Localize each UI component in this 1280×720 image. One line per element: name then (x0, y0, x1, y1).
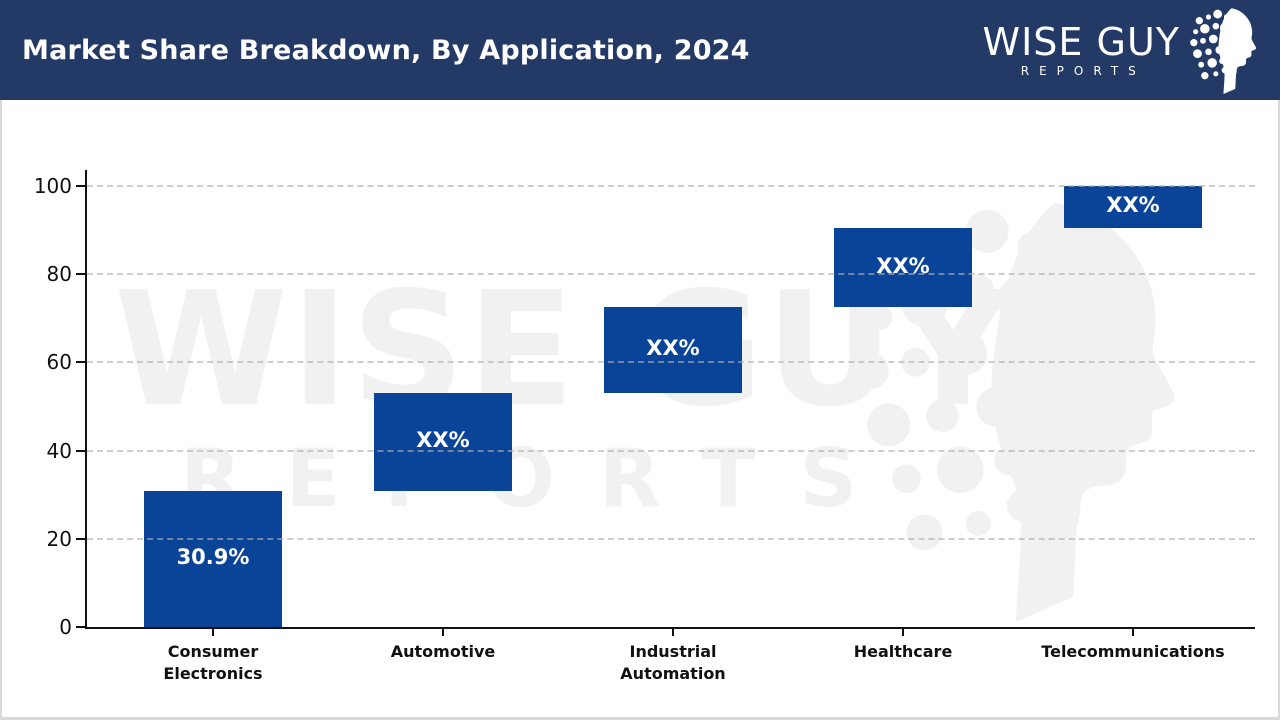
y-tick-mark (76, 361, 85, 364)
chart-area: WISE GUY REPORTS 0 20 40 60 80 100 30.9% Consum… (2, 100, 1280, 717)
wise-guy-head-icon (1190, 8, 1257, 94)
y-tick-mark (76, 449, 85, 452)
category-label-automotive: Automotive (390, 642, 496, 661)
x-tick-mark (672, 627, 674, 636)
bar-value-label: 30.9% (176, 544, 250, 569)
y-tick-label: 100 (33, 174, 72, 198)
category-label-consumer-electronics: Consumer Electronics (163, 642, 263, 683)
category-label-industrial-automation: Industrial Automation (620, 642, 726, 683)
bar-automotive (374, 392, 512, 491)
x-tick-mark (442, 627, 444, 636)
y-tick-mark (76, 626, 85, 628)
logo-subtitle: REPORTS (1020, 63, 1146, 78)
bar-telecommunications (1064, 186, 1202, 229)
category-label-healthcare: Healthcare (853, 642, 953, 661)
bar-value-label: XX% (1106, 193, 1160, 218)
bar-healthcare (834, 228, 972, 307)
logo-text: WISE GUY REPORTS (983, 23, 1180, 78)
y-tick-mark (76, 537, 85, 540)
y-tick-mark (76, 273, 85, 276)
category-label-telecommunications: Telecommunications (1041, 642, 1225, 661)
y-tick-label: 20 (46, 526, 72, 551)
x-tick-mark (1132, 627, 1134, 636)
x-tick-mark (902, 627, 904, 636)
logo-name: WISE GUY (982, 19, 1180, 64)
y-tick-label: 60 (46, 350, 72, 375)
gridline-y-60 (87, 361, 1255, 364)
page-title: Market Share Breakdown, By Application, … (22, 34, 750, 66)
bar-value-label: XX% (646, 335, 700, 360)
y-tick-mark (76, 185, 85, 187)
gridline-y-40 (87, 449, 1255, 452)
bar-consumer-electronics (144, 490, 282, 627)
watermark-subtext: REPORTS (180, 432, 902, 525)
header-bar: Market Share Breakdown, By Application, … (0, 0, 1280, 100)
bar-value-label: XX% (416, 427, 470, 452)
gridline-y-100 (87, 185, 1255, 187)
bar-value-label: XX% (876, 253, 930, 278)
gridline-y-80 (87, 273, 1255, 276)
y-tick-label: 0 (59, 615, 72, 639)
y-tick-label: 40 (46, 438, 72, 463)
y-axis-line (85, 170, 87, 629)
x-tick-mark (212, 627, 214, 636)
x-axis-line (85, 627, 1255, 629)
logo: WISE GUY REPORTS (983, 6, 1262, 94)
y-tick-label: 80 (46, 262, 72, 287)
bar-industrial-automation (604, 306, 742, 393)
gridline-y-20 (87, 537, 1255, 540)
